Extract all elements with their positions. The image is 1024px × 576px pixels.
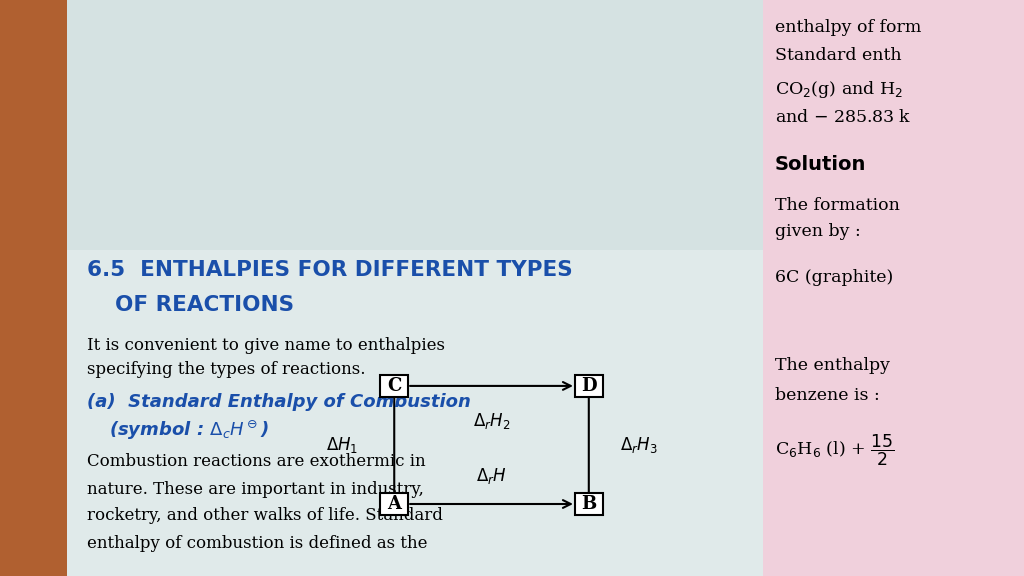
FancyBboxPatch shape: [67, 0, 773, 250]
FancyBboxPatch shape: [763, 0, 1024, 576]
Text: nature. These are important in industry,: nature. These are important in industry,: [87, 480, 424, 498]
Text: 6C (graphite): 6C (graphite): [775, 270, 893, 286]
Text: $\Delta_r H$: $\Delta_r H$: [476, 466, 507, 486]
Text: benzene is :: benzene is :: [775, 386, 880, 404]
Text: Combustion reactions are exothermic in: Combustion reactions are exothermic in: [87, 453, 425, 471]
Text: Standard enth: Standard enth: [775, 47, 901, 63]
Text: C: C: [387, 377, 401, 395]
Text: specifying the types of reactions.: specifying the types of reactions.: [87, 362, 366, 378]
Text: The formation: The formation: [775, 196, 900, 214]
Text: given by :: given by :: [775, 223, 860, 241]
FancyBboxPatch shape: [574, 493, 603, 515]
Text: enthalpy of form: enthalpy of form: [775, 20, 922, 36]
Text: (symbol : $\Delta_c H^\ominus$): (symbol : $\Delta_c H^\ominus$): [109, 418, 268, 442]
Text: C$_6$H$_6$ (l) + $\dfrac{15}{2}$: C$_6$H$_6$ (l) + $\dfrac{15}{2}$: [775, 432, 895, 468]
Text: $\Delta_r H_3$: $\Delta_r H_3$: [620, 435, 657, 455]
Text: $\Delta H_1$: $\Delta H_1$: [326, 435, 358, 455]
Text: It is convenient to give name to enthalpies: It is convenient to give name to enthalp…: [87, 336, 444, 354]
Text: CO$_2$(g) and H$_2$: CO$_2$(g) and H$_2$: [775, 79, 903, 100]
Text: OF REACTIONS: OF REACTIONS: [115, 295, 294, 315]
FancyBboxPatch shape: [0, 0, 67, 576]
Text: enthalpy of combustion is defined as the: enthalpy of combustion is defined as the: [87, 535, 427, 551]
Text: (a)  Standard Enthalpy of Combustion: (a) Standard Enthalpy of Combustion: [87, 393, 470, 411]
Text: B: B: [582, 495, 596, 513]
FancyBboxPatch shape: [574, 375, 603, 397]
Text: The enthalpy: The enthalpy: [775, 357, 890, 373]
FancyBboxPatch shape: [67, 0, 773, 576]
Text: D: D: [581, 377, 597, 395]
FancyBboxPatch shape: [380, 493, 409, 515]
Text: rocketry, and other walks of life. Standard: rocketry, and other walks of life. Stand…: [87, 507, 442, 525]
Text: $\Delta_r H_2$: $\Delta_r H_2$: [473, 411, 510, 431]
Text: Solution: Solution: [775, 156, 866, 175]
FancyBboxPatch shape: [380, 375, 409, 397]
Text: 6.5  ENTHALPIES FOR DIFFERENT TYPES: 6.5 ENTHALPIES FOR DIFFERENT TYPES: [87, 260, 572, 280]
Text: and $-$ 285.83 k: and $-$ 285.83 k: [775, 108, 911, 126]
Text: A: A: [387, 495, 401, 513]
